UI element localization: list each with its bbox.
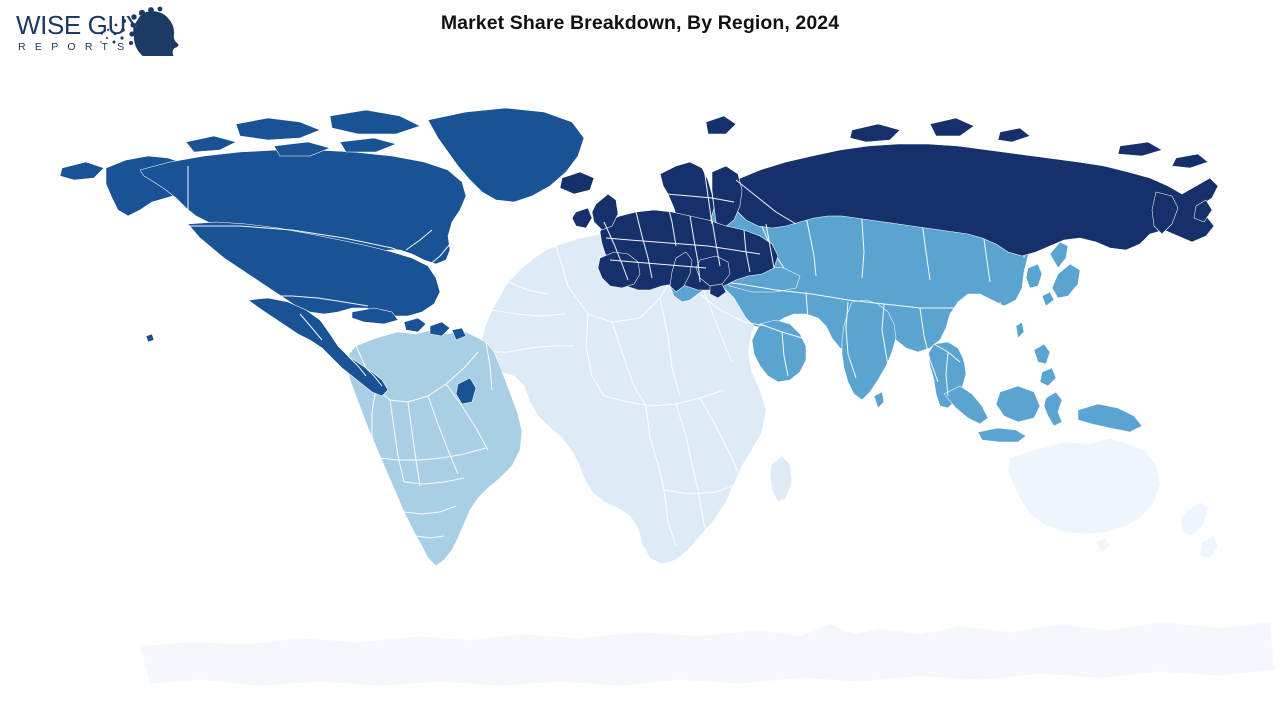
- map-svg: [0, 46, 1280, 720]
- region-europe-russia: [560, 116, 1218, 298]
- region-africa: [482, 226, 792, 564]
- world-choropleth-map: [0, 46, 1280, 720]
- region-antarctica: [140, 622, 1275, 686]
- logo-mark-icon: WISE GUY R E P O R T S: [16, 6, 179, 56]
- svg-text:WISE GUY: WISE GUY: [16, 10, 143, 40]
- page-header: WISE GUY R E P O R T S: [0, 0, 1280, 56]
- page-title: Market Share Breakdown, By Region, 2024: [440, 12, 840, 34]
- region-south-america: [346, 330, 522, 566]
- region-oceania: [1008, 438, 1218, 558]
- wise-guy-reports-logo[interactable]: WISE GUY R E P O R T S: [10, 4, 190, 56]
- region-north-america: [60, 108, 584, 404]
- svg-text:R E P O R T S: R E P O R T S: [18, 41, 127, 53]
